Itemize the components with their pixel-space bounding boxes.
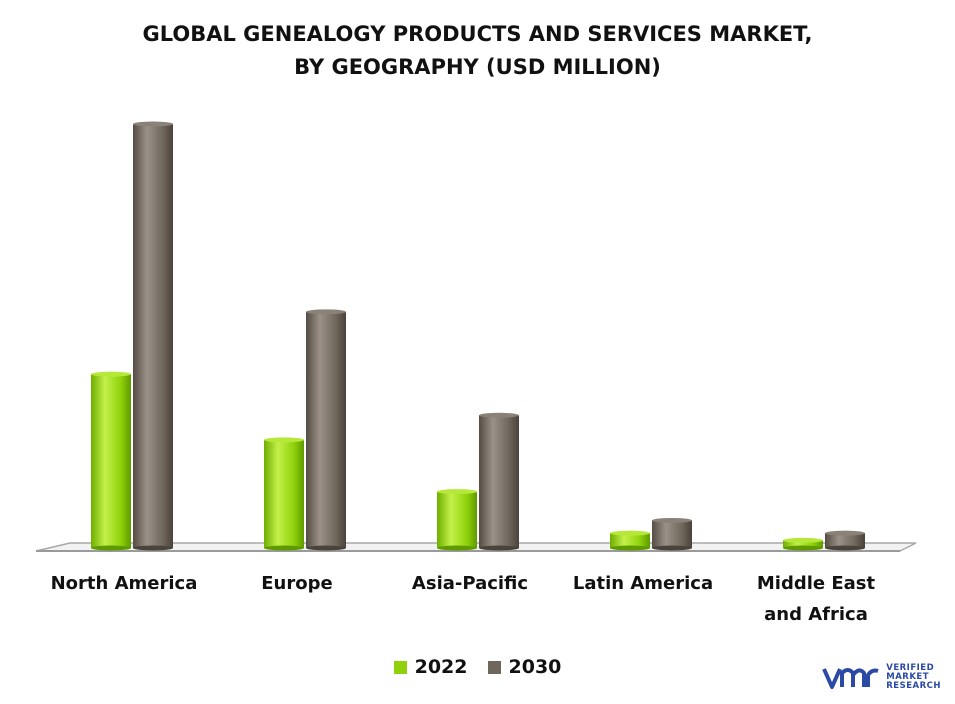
bar-2030-2 — [479, 412, 519, 551]
bar-2030-3 — [652, 517, 692, 551]
category-label: North America — [39, 568, 209, 599]
bar-cap — [437, 489, 477, 495]
bar-cap — [306, 309, 346, 315]
bar-base — [133, 545, 173, 551]
chart-title-line-2: BY GEOGRAPHY (USD MILLION) — [294, 55, 661, 79]
logo-line-3: RESEARCH — [886, 681, 941, 691]
legend-swatch-2022 — [393, 660, 407, 674]
legend: 2022 2030 — [0, 656, 955, 678]
bar-cap — [652, 517, 692, 523]
category-label-line: Asia-Pacific — [411, 573, 529, 594]
category-label-line: North America — [50, 573, 198, 594]
bar-cap — [91, 371, 131, 377]
chart-title-line-1: GLOBAL GENEALOGY PRODUCTS AND SERVICES M… — [142, 22, 813, 46]
bar-body — [652, 520, 692, 548]
category-label: Middle East and Africa — [731, 568, 901, 630]
bar-cap — [133, 121, 173, 127]
legend-label-2030: 2030 — [508, 656, 562, 678]
bar-base — [652, 545, 692, 551]
legend-swatch-2030 — [487, 660, 501, 674]
bar-base — [610, 545, 650, 551]
bar-cap — [783, 537, 823, 543]
bar-body — [91, 374, 131, 548]
bar-body — [610, 533, 650, 548]
bar-body — [479, 415, 519, 548]
bar-body — [264, 439, 304, 548]
category-label: Asia-Pacific — [385, 568, 555, 599]
bar-2022-1 — [264, 437, 304, 551]
vmr-logo: VERIFIED MARKET RESEARCH — [822, 664, 941, 691]
legend-label-2022: 2022 — [414, 656, 468, 678]
bar-body — [133, 124, 173, 548]
bar-body — [437, 491, 477, 548]
logo-line-2: MARKET — [886, 672, 930, 682]
bar-2030-1 — [306, 309, 346, 551]
bar-base — [264, 545, 304, 551]
bar-cap — [264, 437, 304, 443]
vmr-logo-mark-icon — [822, 667, 879, 689]
bar-body — [783, 540, 823, 548]
bar-base — [783, 545, 823, 551]
category-label-line: Latin America — [572, 573, 714, 594]
bar-2022-3 — [610, 530, 650, 551]
legend-item-2030: 2030 — [487, 656, 562, 678]
bar-2022-2 — [437, 489, 477, 551]
bar-2030-4 — [825, 530, 865, 551]
bar-cap — [610, 530, 650, 536]
bar-2022-0 — [91, 371, 131, 551]
bar-body — [825, 533, 865, 548]
bar-2030-0 — [133, 121, 173, 551]
bar-base — [91, 545, 131, 551]
chart-bars — [91, 121, 865, 551]
vmr-logo-text: VERIFIED MARKET RESEARCH — [886, 664, 941, 691]
category-label-line: Middle East — [756, 573, 876, 594]
bar-base — [479, 545, 519, 551]
bar-cap — [825, 530, 865, 536]
category-label-line: Europe — [261, 573, 333, 594]
bar-2022-4 — [783, 537, 823, 551]
bar-body — [306, 311, 346, 548]
bar-base — [306, 545, 346, 551]
bar-base — [825, 545, 865, 551]
chart-title: GLOBAL GENEALOGY PRODUCTS AND SERVICES M… — [0, 18, 955, 84]
category-label-line: and Africa — [764, 604, 868, 625]
legend-item-2022: 2022 — [393, 656, 468, 678]
bar-base — [437, 545, 477, 551]
logo-line-1: VERIFIED — [886, 663, 935, 673]
category-label: Europe — [212, 568, 382, 599]
category-label: Latin America — [558, 568, 728, 599]
bar-cap — [479, 412, 519, 418]
